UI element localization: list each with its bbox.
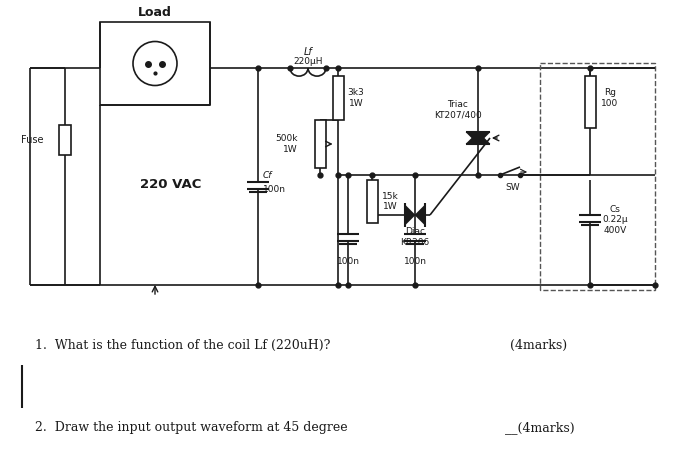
Text: (4marks): (4marks) [510, 339, 567, 351]
Text: Triac
KT207/400: Triac KT207/400 [434, 100, 482, 120]
Text: Fuse: Fuse [20, 135, 43, 145]
Text: 500k
1W: 500k 1W [276, 134, 298, 154]
Bar [540, 63, 655, 290]
Text: Diac
KR206: Diac KR206 [400, 227, 430, 247]
Text: 3k3
1W: 3k3 1W [348, 88, 365, 108]
Text: 220 VAC: 220 VAC [140, 179, 202, 192]
Polygon shape [466, 132, 490, 144]
Text: 15k
1W: 15k 1W [382, 192, 398, 211]
Polygon shape [415, 205, 425, 225]
Text: 100n: 100n [263, 185, 286, 194]
Bar [367, 180, 377, 223]
Text: Lf: Lf [304, 47, 312, 57]
Text: Cs
0.22μ
400V: Cs 0.22μ 400V [602, 205, 628, 235]
Bar [314, 120, 326, 168]
Text: Load: Load [138, 7, 172, 19]
Text: __(4marks): __(4marks) [505, 422, 575, 435]
Bar [59, 125, 71, 155]
Bar [332, 76, 344, 120]
Text: Rg
100: Rg 100 [601, 88, 619, 108]
Circle shape [133, 41, 177, 86]
Bar [100, 22, 210, 105]
Text: 1.  What is the function of the coil Lf (220uH)?: 1. What is the function of the coil Lf (… [35, 339, 330, 351]
Bar [584, 76, 596, 128]
Polygon shape [405, 205, 415, 225]
Text: 2.  Draw the input output waveform at 45 degree: 2. Draw the input output waveform at 45 … [35, 422, 348, 435]
Text: 100n: 100n [403, 258, 426, 267]
Polygon shape [466, 132, 490, 144]
Text: 100n: 100n [337, 258, 360, 267]
Text: Cf: Cf [263, 171, 272, 179]
Text: SW: SW [505, 182, 520, 192]
Text: 220μH: 220μH [293, 57, 323, 65]
